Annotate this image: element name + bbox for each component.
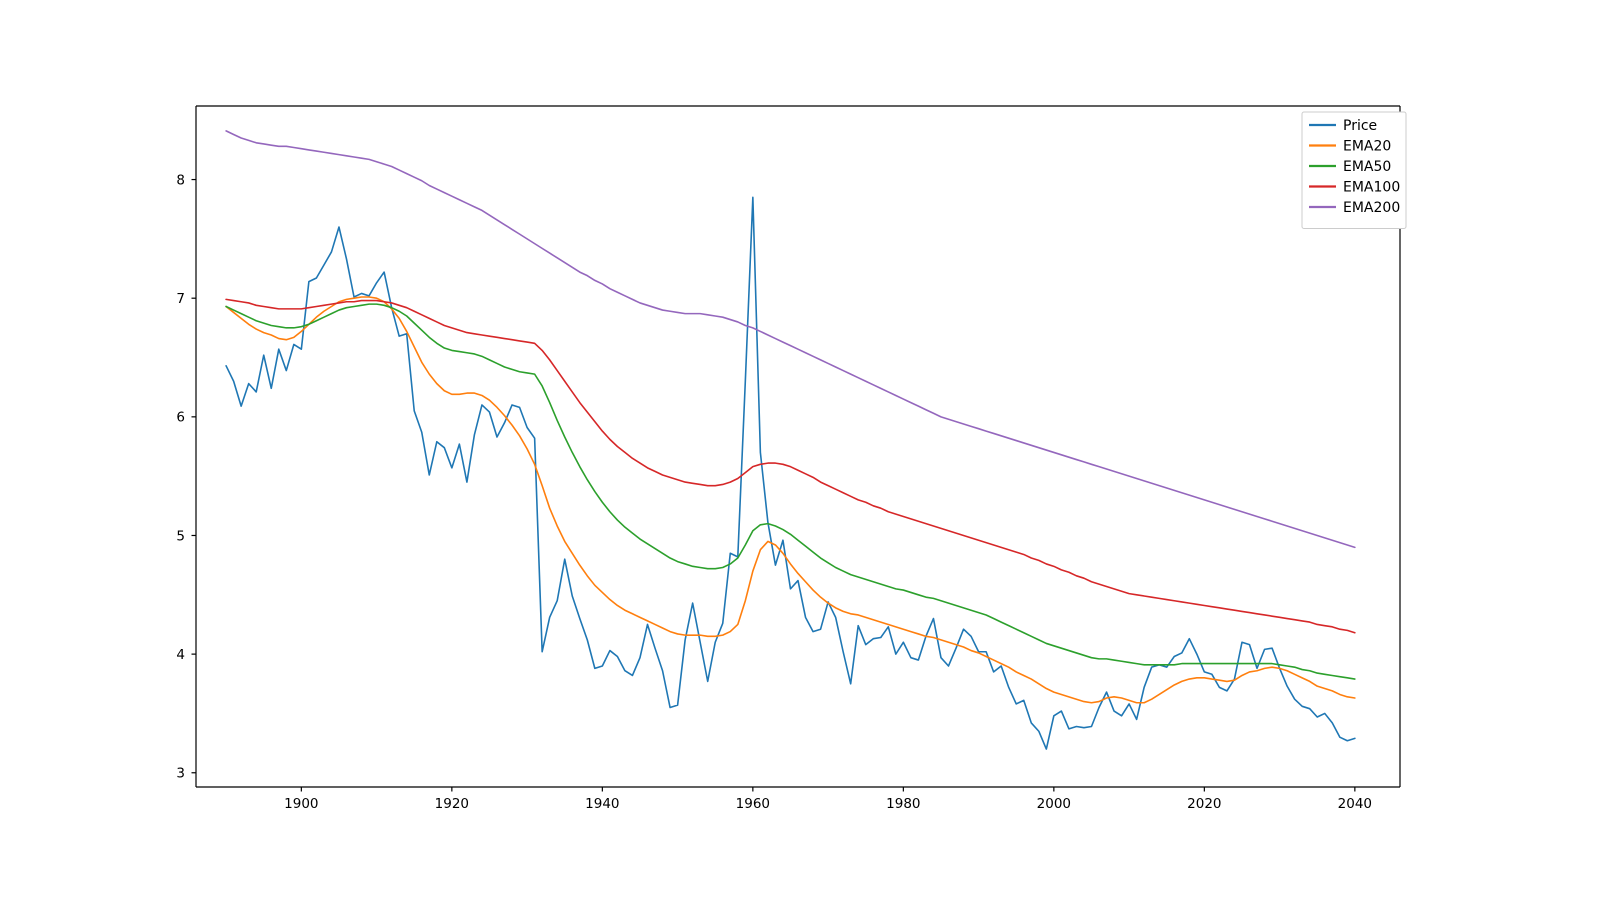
legend-label-price: Price <box>1343 118 1377 134</box>
series-line-price <box>225 196 1356 750</box>
x-tick-label: 1920 <box>435 796 469 812</box>
y-tick-group: 3 4 5 6 7 8 <box>176 172 196 782</box>
y-tick-label: 6 <box>176 410 185 426</box>
series-line-ema20 <box>225 296 1356 704</box>
x-tick-label: 1960 <box>736 796 770 812</box>
series-line-ema50 <box>225 303 1356 680</box>
legend-label-ema100: EMA100 <box>1343 180 1400 196</box>
y-tick-label: 7 <box>176 291 185 307</box>
x-tick-group: 1900 1920 1940 1960 1980 2000 2020 2040 <box>284 787 1372 812</box>
chart-legend[interactable]: Price EMA20 EMA50 EMA100 EMA200 <box>1301 111 1407 229</box>
axes-group <box>195 105 1401 788</box>
legend-label-ema20: EMA20 <box>1343 139 1391 155</box>
x-tick-label: 1980 <box>886 796 920 812</box>
x-tick-label: 1900 <box>284 796 318 812</box>
data-series-group <box>225 130 1356 750</box>
legend-label-ema50: EMA50 <box>1343 159 1391 175</box>
series-line-ema100 <box>225 298 1356 634</box>
series-line-ema200 <box>225 130 1356 549</box>
legend-label-ema200: EMA200 <box>1343 200 1400 216</box>
x-tick-label: 1940 <box>585 796 619 812</box>
y-tick-label: 5 <box>176 528 185 544</box>
y-tick-label: 8 <box>176 172 185 188</box>
y-tick-label: 3 <box>176 766 185 782</box>
x-tick-label: 2000 <box>1037 796 1071 812</box>
x-tick-label: 2020 <box>1187 796 1221 812</box>
plot-background <box>196 106 1400 787</box>
x-tick-label: 2040 <box>1338 796 1372 812</box>
legend-frame <box>1301 111 1407 229</box>
y-tick-label: 4 <box>176 647 185 663</box>
